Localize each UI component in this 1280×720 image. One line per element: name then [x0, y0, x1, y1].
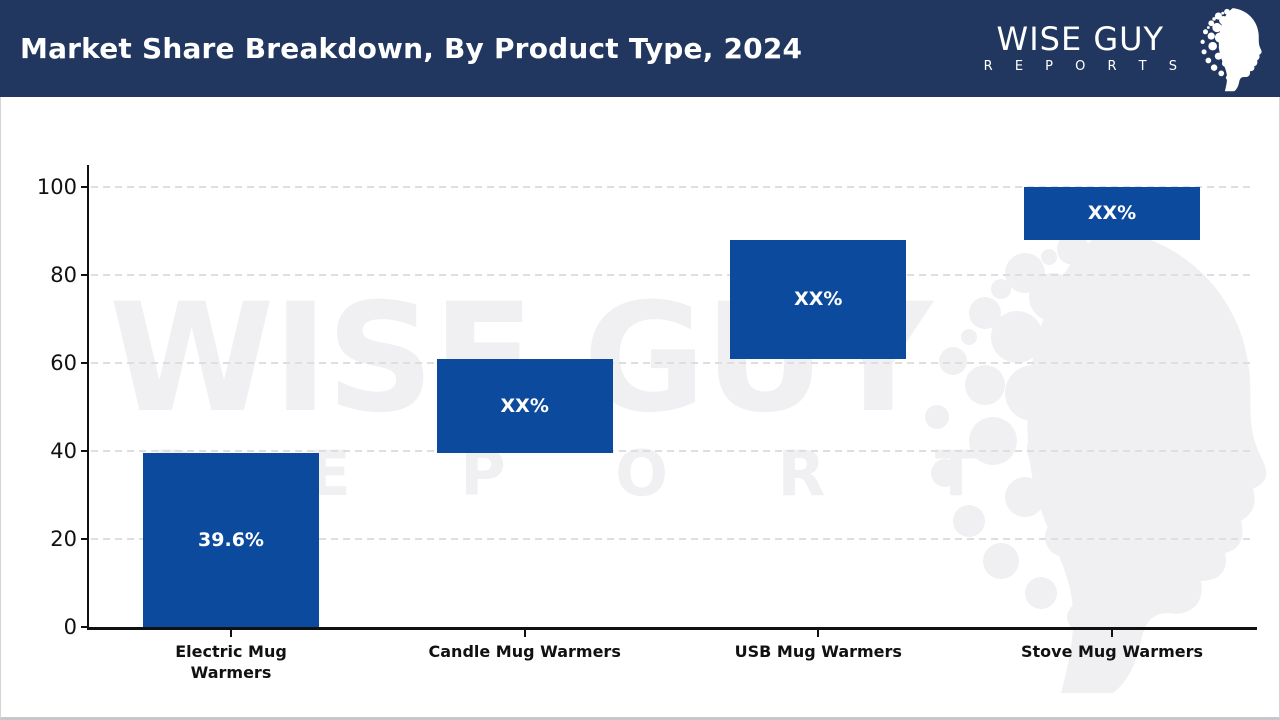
gridline-y80 [91, 274, 1255, 276]
plot-area: 0 20 40 60 80 100 39.6% Electric Mug Warmers XX%… [1, 97, 1279, 717]
x-axis-tick-mark [230, 630, 232, 637]
x-axis-tick-mark [523, 630, 526, 637]
y-axis-tick-label: 20 [50, 527, 77, 551]
y-axis-tick-mark [81, 450, 89, 452]
bar-value-label: XX% [1087, 202, 1137, 225]
y-axis-tick-mark [81, 626, 89, 628]
x-axis-category-label: Candle Mug Warmers [428, 642, 621, 661]
bar-value-label: 39.6% [198, 528, 264, 551]
y-axis-tick-label: 40 [50, 439, 77, 463]
y-axis-tick-mark [81, 186, 89, 188]
bar-1: 39.6% [143, 452, 319, 627]
gridline-y20 [91, 538, 1255, 540]
logo-text: WISE GUY R E P O R T S [975, 23, 1186, 74]
y-axis-tick-mark [81, 538, 89, 540]
gridline-y60 [91, 362, 1255, 364]
chart-title: Market Share Breakdown, By Product Type,… [20, 32, 803, 65]
wise-guy-reports-logo: WISE GUY R E P O R T S [975, 6, 1266, 92]
x-axis-category-label: USB Mug Warmers [734, 642, 902, 661]
x-axis-line [87, 627, 1257, 630]
logo-subtitle: R E P O R T S [983, 58, 1186, 74]
gridline-y40 [91, 450, 1255, 452]
header-bar: Market Share Breakdown, By Product Type,… [0, 0, 1280, 97]
bar-value-label: XX% [500, 394, 549, 417]
y-axis-tick-label: 80 [50, 263, 77, 287]
y-axis-tick-label: 100 [36, 175, 77, 199]
gridline-y100 [91, 186, 1255, 188]
head-profile-dots-icon [1200, 7, 1262, 91]
x-axis-category-label: Stove Mug Warmers [1020, 642, 1204, 661]
y-axis-tick-label: 60 [50, 351, 77, 375]
bar-4: XX% [1024, 187, 1200, 240]
x-axis-tick-mark [817, 630, 820, 637]
bar-2: XX% [436, 358, 613, 453]
chart-area: WISE GUY R E P O R T S 0 20 40 60 8 [0, 97, 1280, 720]
bar-value-label: XX% [794, 288, 843, 311]
x-axis-tick-mark [1111, 630, 1113, 637]
y-axis-tick-mark [81, 362, 89, 364]
head-profile-dots-watermark-icon [925, 229, 1267, 693]
y-axis-line [87, 165, 89, 627]
y-axis-tick-label: 0 [63, 615, 77, 639]
logo-wordmark: WISE GUY [996, 20, 1165, 59]
bar-3: XX% [730, 239, 907, 359]
y-axis-tick-mark [81, 274, 89, 276]
x-axis-category-label: Electric Mug Warmers [175, 642, 287, 682]
